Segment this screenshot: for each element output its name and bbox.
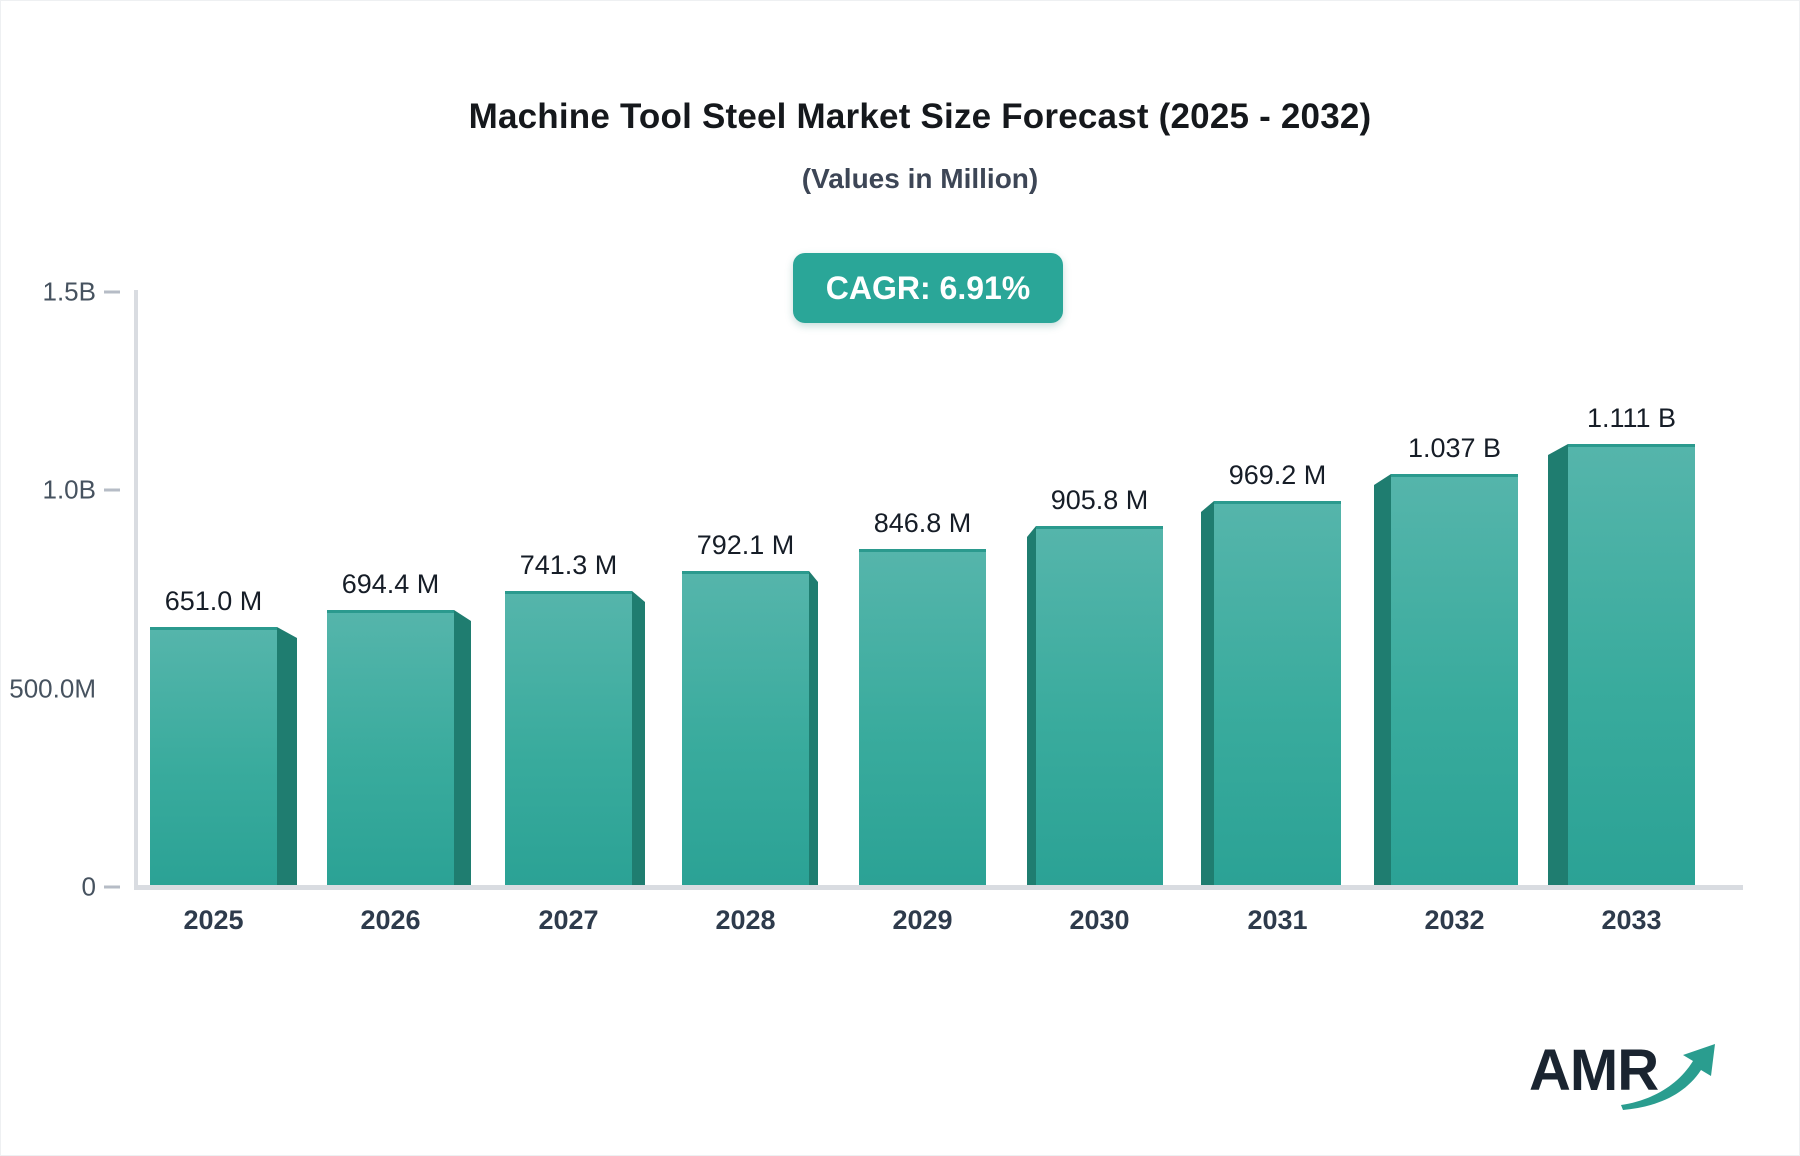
y-tick-label-0: 0	[81, 871, 96, 902]
bar-side-2025	[277, 627, 297, 885]
y-tick-label-1.5B: 1.5B	[42, 276, 97, 307]
y-tick-dash-0	[104, 885, 120, 889]
bar-2030	[1036, 526, 1163, 885]
bar-value-label-2027: 741.3 M	[519, 550, 618, 580]
x-axis-label-2027: 2027	[538, 905, 599, 935]
bar-value-label-2031: 969.2 M	[1228, 460, 1327, 490]
bar-2025	[150, 627, 277, 885]
bar-side-2028	[809, 571, 818, 885]
bar-2027	[505, 591, 632, 885]
x-axis-label-2026: 2026	[360, 905, 421, 935]
bar-value-label-2029: 846.8 M	[873, 508, 972, 538]
x-axis-label-2029: 2029	[892, 905, 953, 935]
amr-logo-text: AMR	[1529, 1038, 1659, 1103]
growth-arrow-icon	[1621, 1044, 1715, 1110]
x-axis-label-2028: 2028	[715, 905, 776, 935]
bar-2032	[1391, 474, 1518, 885]
y-tick-dash-1.5B	[104, 290, 120, 294]
x-axis-label-2030: 2030	[1069, 905, 1130, 935]
x-axis-label-2025: 2025	[183, 905, 244, 935]
bar-side-2030	[1027, 526, 1036, 885]
bar-2026	[327, 610, 454, 885]
chart-header: Machine Tool Steel Market Size Forecast …	[97, 97, 1743, 195]
chart-subtitle: (Values in Million)	[801, 163, 1039, 194]
cagr-badge: CAGR: 6.91%	[793, 253, 1063, 323]
amr-logo: AMR	[1529, 1037, 1739, 1127]
bar-value-label-2033: 1.111 B	[1586, 403, 1677, 433]
y-tick-dash-1.0B	[104, 488, 120, 492]
bar-value-label-2028: 792.1 M	[696, 530, 795, 560]
x-axis-label-2032: 2032	[1424, 905, 1485, 935]
y-tick-label-500.0M: 500.0M	[9, 673, 96, 704]
chart-title: Machine Tool Steel Market Size Forecast …	[468, 97, 1372, 136]
bar-side-2031	[1201, 501, 1214, 885]
bar-2033	[1568, 444, 1695, 885]
bar-side-2027	[632, 591, 645, 885]
bar-2031	[1214, 501, 1341, 885]
x-axis-label-2033: 2033	[1601, 905, 1662, 935]
bar-2029	[859, 549, 986, 885]
bar-value-label-2032: 1.037 B	[1407, 433, 1502, 463]
bar-2028	[682, 571, 809, 885]
y-tick-label-1.0B: 1.0B	[42, 474, 97, 505]
x-axis-baseline	[134, 885, 1743, 890]
bar-side-2033	[1548, 444, 1568, 885]
bar-side-2032	[1374, 474, 1391, 885]
bar-value-label-2025: 651.0 M	[164, 586, 263, 616]
bar-value-label-2030: 905.8 M	[1050, 485, 1149, 515]
y-axis-line	[134, 290, 138, 887]
x-axis-label-2031: 2031	[1247, 905, 1308, 935]
bar-value-label-2026: 694.4 M	[341, 569, 440, 599]
bar-side-2026	[454, 610, 471, 885]
